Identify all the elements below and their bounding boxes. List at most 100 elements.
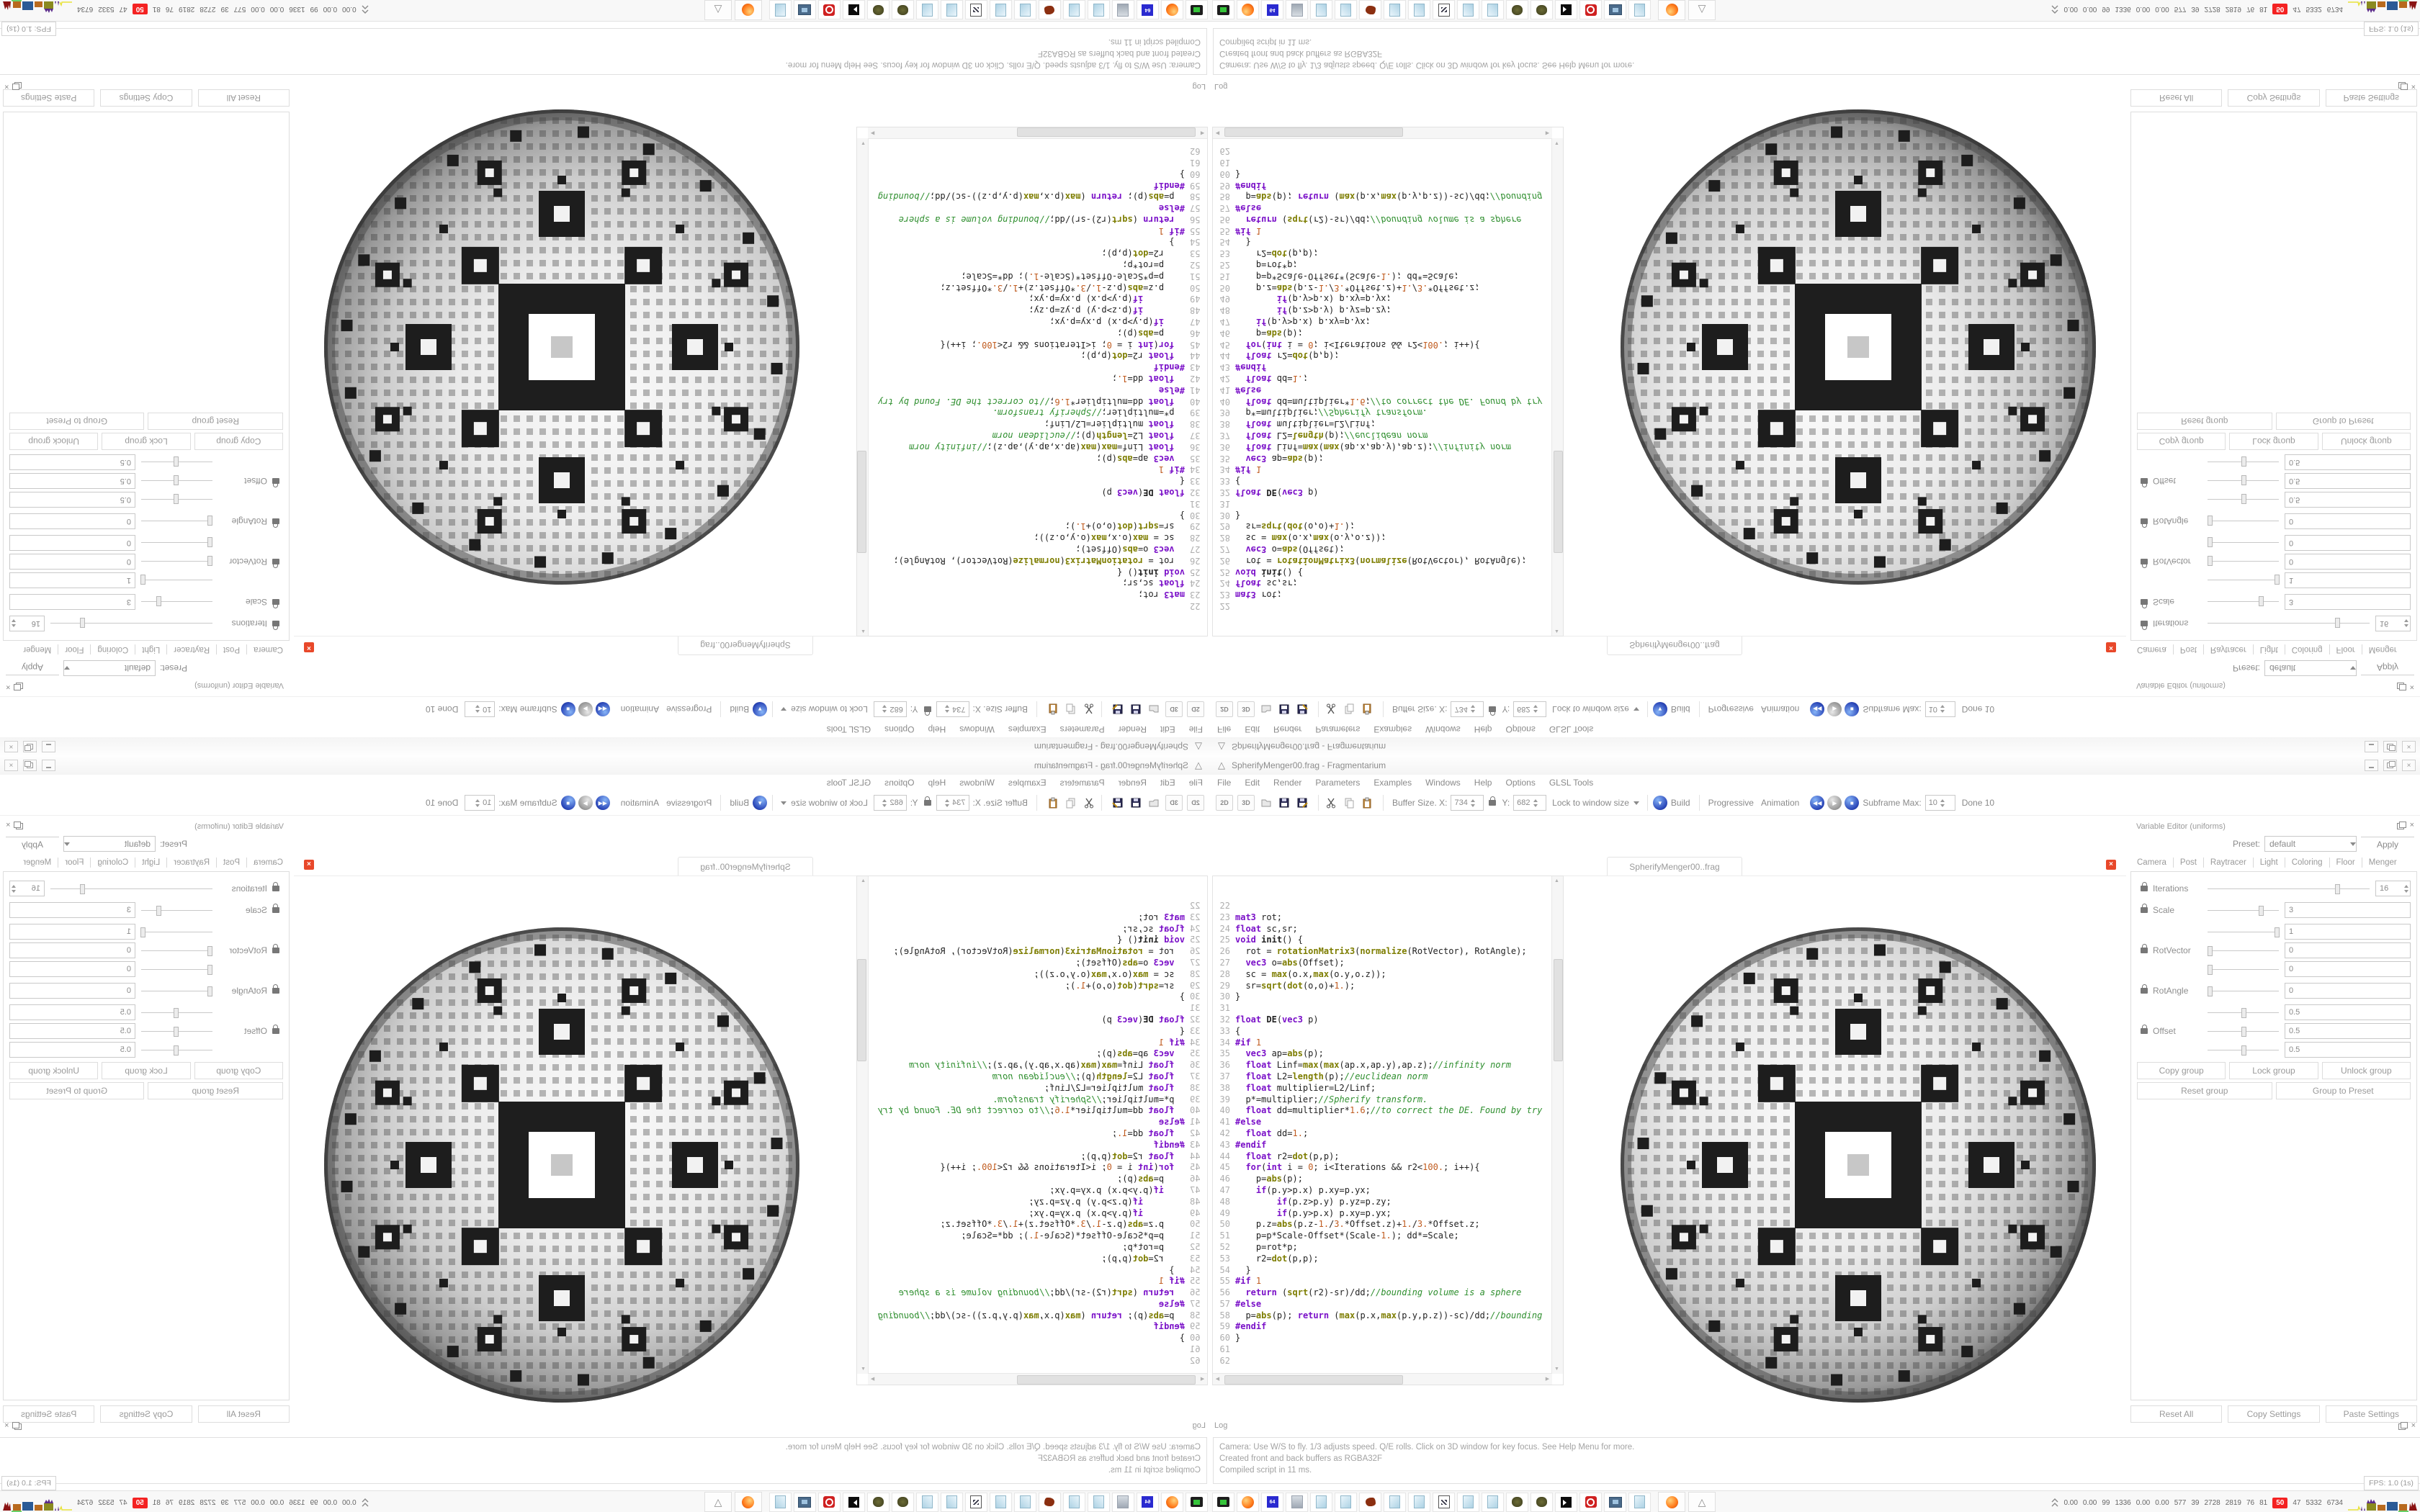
paste-icon[interactable] bbox=[1360, 702, 1374, 716]
copy-group-button[interactable]: Copy group bbox=[194, 1062, 283, 1079]
param-value[interactable]: 3 bbox=[9, 902, 135, 918]
taskbar-icon-floppy-64[interactable]: 64 bbox=[1137, 1492, 1159, 1512]
taskbar-icon-note[interactable] bbox=[1335, 0, 1357, 20]
title-bar[interactable]: △ SpherifyMenger00.frag - Fragmentarium … bbox=[1210, 756, 2420, 775]
progressive-button[interactable]: Progressive bbox=[1708, 704, 1754, 714]
lock-group-button[interactable]: Lock group bbox=[102, 1062, 191, 1079]
param-slider[interactable] bbox=[140, 575, 212, 585]
cut-icon[interactable] bbox=[1082, 702, 1096, 716]
param-value[interactable]: 0 bbox=[9, 535, 135, 551]
menu-item-glsl-tools[interactable]: GLSL Tools bbox=[826, 778, 871, 788]
buffer-x-input[interactable]: 734 bbox=[1451, 701, 1484, 717]
spinner-arrows[interactable] bbox=[12, 619, 16, 628]
hscroll-thumb[interactable] bbox=[1224, 127, 1403, 137]
save-as-icon[interactable] bbox=[1295, 796, 1309, 810]
editor-tab[interactable]: SpherifyMenger00..frag bbox=[678, 636, 813, 655]
param-value[interactable]: 0 bbox=[9, 513, 135, 529]
close-dock-icon[interactable]: × bbox=[2409, 821, 2414, 829]
taskbar-icon-image-doc[interactable] bbox=[965, 1492, 987, 1512]
build-icon[interactable]: ▼ bbox=[1652, 702, 1667, 716]
menu-item-options[interactable]: Options bbox=[884, 724, 915, 734]
param-slider[interactable] bbox=[2207, 945, 2279, 956]
param-value[interactable]: 0.5 bbox=[9, 454, 135, 470]
param-slider[interactable] bbox=[2208, 575, 2280, 585]
menu-item-help[interactable]: Help bbox=[928, 778, 946, 788]
param-slider[interactable] bbox=[141, 596, 212, 607]
lock-icon[interactable] bbox=[272, 886, 279, 891]
copy-icon[interactable] bbox=[1342, 796, 1356, 810]
title-bar[interactable]: △ SpherifyMenger00.frag - Fragmentarium … bbox=[1210, 737, 2420, 756]
taskbar-icon-note[interactable] bbox=[1408, 0, 1430, 20]
editor-vscrollbar[interactable]: ▲ ▼ bbox=[857, 138, 869, 636]
copy-icon[interactable] bbox=[1064, 702, 1078, 716]
lock-window-size-select[interactable]: Lock to window size bbox=[781, 704, 868, 714]
slider-thumb[interactable] bbox=[207, 537, 213, 547]
slider-thumb[interactable] bbox=[174, 494, 179, 504]
chevron-up-icon[interactable] bbox=[362, 1498, 369, 1507]
close-dock-icon[interactable]: × bbox=[4, 82, 9, 91]
slider-thumb[interactable] bbox=[207, 965, 213, 975]
slider-thumb[interactable] bbox=[140, 927, 145, 937]
param-value[interactable]: 0.5 bbox=[9, 1004, 135, 1020]
taskbar-icon-note[interactable] bbox=[1482, 0, 1504, 20]
param-value[interactable]: 0.5 bbox=[2285, 1004, 2411, 1020]
open-file-icon[interactable] bbox=[1147, 702, 1161, 716]
scroll-right-icon[interactable]: ▶ bbox=[1545, 130, 1550, 136]
menu-item-examples[interactable]: Examples bbox=[1008, 724, 1047, 734]
subframe-max-input[interactable]: 10 bbox=[465, 701, 496, 717]
spinner-arrows[interactable] bbox=[882, 705, 887, 714]
taskbar-icon-firefox[interactable] bbox=[1237, 0, 1259, 20]
taskbar-icon-monitor-green[interactable] bbox=[1212, 0, 1234, 20]
float-dock-icon[interactable] bbox=[2398, 82, 2406, 89]
menu-item-glsl-tools[interactable]: GLSL Tools bbox=[1549, 778, 1594, 788]
tab-light[interactable]: Light bbox=[142, 858, 161, 867]
param-slider[interactable] bbox=[2208, 475, 2279, 486]
group-to-preset-button[interactable]: Group to Preset bbox=[2275, 1082, 2411, 1099]
slider-thumb[interactable] bbox=[2241, 475, 2246, 485]
taskbar-icon-capture[interactable] bbox=[1604, 1492, 1626, 1512]
lock-window-size-select[interactable]: Lock to window size bbox=[781, 798, 868, 808]
taskbar-app-firefox[interactable] bbox=[735, 0, 762, 20]
menu-item-glsl-tools[interactable]: GLSL Tools bbox=[826, 724, 871, 734]
taskbar-icon-note[interactable] bbox=[990, 1492, 1012, 1512]
preset-select[interactable]: default bbox=[2264, 836, 2357, 852]
float-dock-icon[interactable] bbox=[2396, 822, 2406, 829]
lock-icon[interactable] bbox=[272, 518, 279, 524]
animation-button[interactable]: Animation bbox=[1760, 704, 1800, 714]
preview-3d-button[interactable]: 3D bbox=[1165, 701, 1183, 717]
taskbar-icon-note[interactable] bbox=[1063, 1492, 1085, 1512]
taskbar-icon-monitor-green[interactable] bbox=[1186, 1492, 1208, 1512]
param-value[interactable]: 0 bbox=[2285, 961, 2411, 977]
taskbar-icon-blob[interactable] bbox=[867, 1492, 889, 1512]
reset-group-button[interactable]: Reset group bbox=[2137, 1082, 2272, 1099]
vscroll-thumb[interactable] bbox=[1554, 959, 1563, 1061]
param-slider[interactable] bbox=[2207, 986, 2279, 996]
scroll-right-icon[interactable]: ▶ bbox=[870, 1376, 875, 1382]
taskbar-icon-red-gear[interactable] bbox=[818, 0, 841, 20]
spinner-arrows[interactable] bbox=[2404, 619, 2408, 628]
taskbar-icon-note[interactable] bbox=[1384, 0, 1406, 20]
taskbar-app-fragmentarium-active[interactable]: △ bbox=[1688, 1492, 1716, 1512]
menu-item-file[interactable]: File bbox=[1217, 724, 1232, 734]
slider-thumb[interactable] bbox=[2275, 575, 2280, 585]
open-file-icon[interactable] bbox=[1259, 702, 1273, 716]
preview-2d-button[interactable]: 2D bbox=[1216, 795, 1233, 811]
save-icon[interactable] bbox=[1277, 796, 1291, 810]
build-icon[interactable]: ▼ bbox=[753, 702, 768, 716]
slider-thumb[interactable] bbox=[156, 906, 161, 916]
param-slider[interactable] bbox=[2207, 516, 2279, 526]
tab-raytracer[interactable]: Raytracer bbox=[174, 645, 210, 654]
scroll-up-icon[interactable]: ▲ bbox=[861, 878, 866, 883]
taskbar-icon-script[interactable] bbox=[1286, 0, 1308, 20]
tab-raytracer[interactable]: Raytracer bbox=[2210, 645, 2246, 654]
spinner-arrows[interactable] bbox=[1940, 798, 1945, 807]
float-dock-icon[interactable] bbox=[2396, 683, 2404, 689]
taskbar-icon-splat[interactable] bbox=[1359, 0, 1381, 20]
hscroll-thumb[interactable] bbox=[1224, 1375, 1403, 1385]
taskbar-icon-blob[interactable] bbox=[892, 1492, 914, 1512]
param-slider[interactable] bbox=[2208, 618, 2370, 629]
param-value[interactable]: 0 bbox=[2285, 535, 2411, 551]
menu-item-edit[interactable]: Edit bbox=[1160, 724, 1175, 734]
menu-item-render[interactable]: Render bbox=[1273, 724, 1302, 734]
taskbar-icon-note[interactable] bbox=[1628, 1492, 1651, 1512]
